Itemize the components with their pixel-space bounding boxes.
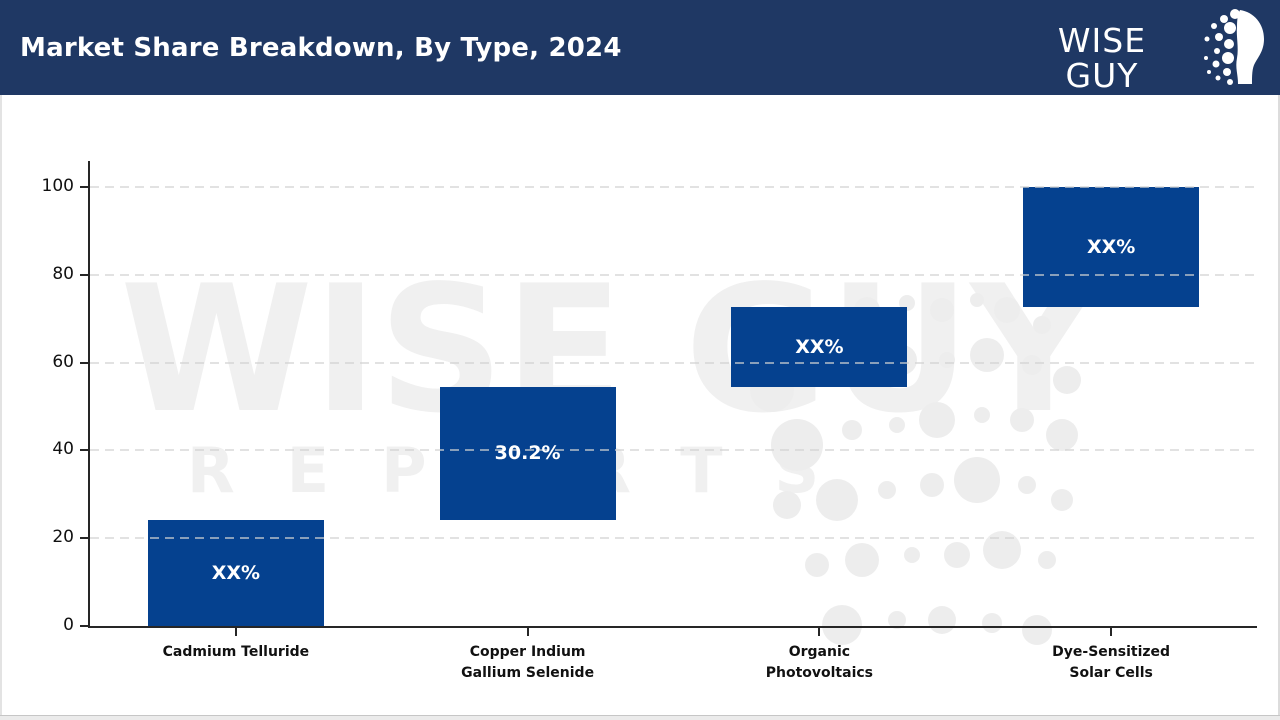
x-axis-category-label-4: Dye-Sensitized Solar Cells [1052, 644, 1171, 681]
logo-wordmark-line1: WISE GUY [1057, 21, 1147, 95]
x-axis-line [88, 626, 1257, 628]
bar-value-label-2: 30.2% [494, 442, 561, 465]
image-bottom-border [0, 715, 1280, 720]
x-axis-tick-1 [234, 628, 237, 636]
bar-value-label-3: XX% [795, 336, 844, 358]
bar-3[interactable] [731, 306, 908, 388]
chart-title: Market Share Breakdown, By Type, 2024 [20, 32, 622, 63]
y-axis-tick-80 [80, 273, 88, 276]
header-bar: Market Share Breakdown, By Type, 2024 WI… [0, 0, 1280, 109]
chart-canvas: WISE GUY REPORTS XX%30.2 [0, 95, 1280, 720]
x-axis-category-label-1: Cadmium Telluride [162, 644, 310, 660]
bar-4[interactable] [1023, 187, 1200, 307]
y-axis-tick-40 [80, 449, 88, 452]
y-axis-tick-60 [80, 361, 88, 364]
x-axis-tick-3 [818, 628, 821, 636]
gridline-y60 [90, 361, 1257, 364]
plot-area: XX% 30.2% XX% XX% 0 20 40 60 80 100 Cadmium Tellur… [2, 95, 1280, 720]
bar-2[interactable] [439, 387, 616, 520]
x-axis-category-label-2: Copper Indium Gallium Selenide [461, 644, 595, 681]
gridline-y40 [90, 449, 1257, 452]
gridline-y20 [90, 537, 1257, 540]
gridline-y100 [90, 186, 1257, 188]
y-axis-tick-20 [80, 537, 88, 540]
y-axis-tick-0 [80, 625, 88, 627]
bar-value-label-1: XX% [211, 561, 261, 584]
x-axis-category-label-3: Organic Photovoltaics [765, 644, 874, 681]
y-axis-tick-label-100: 100 [41, 176, 74, 196]
wiseguy-logo: WISE GUY REPORTS [1016, 6, 1266, 109]
y-axis-tick-label-40: 40 [52, 439, 74, 460]
y-axis-tick-label-0: 0 [63, 615, 74, 635]
bar-value-label-4: XX% [1086, 235, 1136, 258]
x-axis-tick-4 [1110, 628, 1113, 636]
gridline-y80 [90, 273, 1257, 276]
logo-head-icon [1204, 9, 1264, 85]
y-axis-tick-label-80: 80 [52, 263, 74, 284]
x-axis-tick-2 [526, 628, 529, 636]
y-axis-tick-100 [80, 186, 88, 188]
y-axis-tick-label-60: 60 [52, 351, 74, 372]
y-axis-tick-label-20: 20 [52, 527, 74, 548]
y-axis-line [88, 161, 90, 628]
